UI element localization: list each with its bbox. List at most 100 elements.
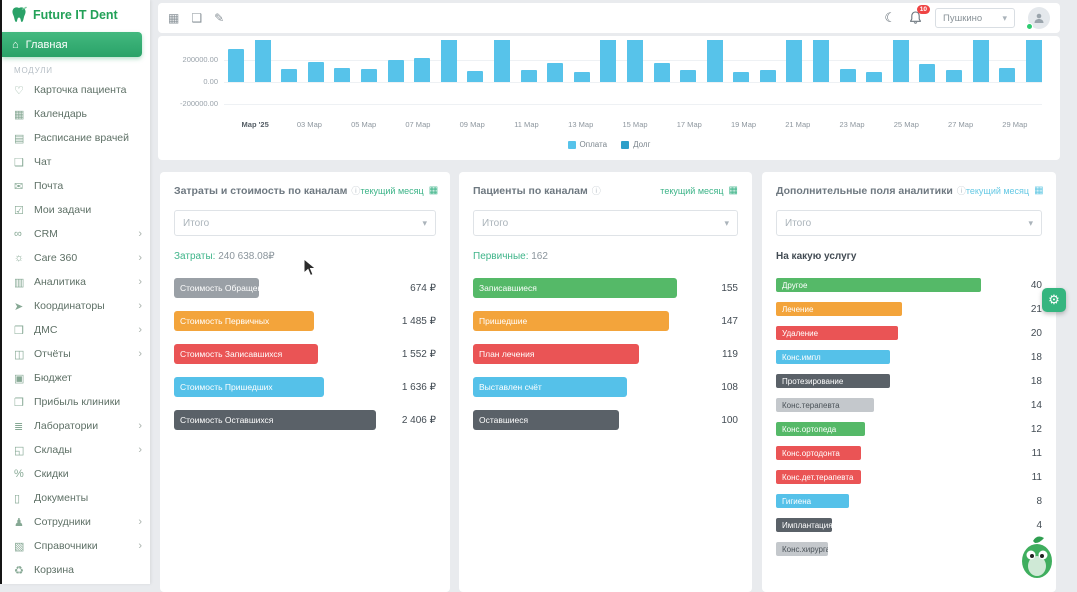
sidebar-item-17[interactable]: ▯ Документы [2, 486, 150, 510]
info-icon[interactable]: ⓘ [351, 186, 361, 196]
x-tick-label: Мар '25 [241, 120, 269, 129]
bars-list: Стоимость Обращений 674 ₽ Стоимость Первич… [174, 278, 436, 430]
bars-list: Другое 40 Лечение 21 Удаление 20 Конс.импл 18 Пр… [776, 278, 1042, 556]
payments-bar-chart-panel: 200000.00 0.00 -200000.00 Мар '25 03 Мар 0… [158, 36, 1060, 160]
chart-bar [520, 69, 537, 82]
sidebar-item-1[interactable]: ▦ Календарь [2, 102, 150, 126]
hbar-2: Стоимость Записавшихся [174, 344, 319, 364]
budget-icon: ▣ [14, 372, 25, 385]
settings-gear-button[interactable]: ⚙ [1042, 288, 1066, 312]
bar-value: 11 [1031, 447, 1042, 459]
totals-select[interactable]: Итого ▾ [776, 210, 1042, 236]
period-selector[interactable]: текущий месяц ▦ [660, 185, 738, 196]
dark-mode-icon[interactable]: ☾ [884, 10, 896, 25]
sidebar-item-9[interactable]: ➤ Координаторы › [2, 294, 150, 318]
branch-select[interactable]: Пушкино ▾ [935, 8, 1015, 28]
sidebar-item-14[interactable]: ≣ Лаборатории › [2, 414, 150, 438]
summary-value: 162 [531, 251, 548, 262]
info-icon[interactable]: ⓘ [591, 186, 601, 196]
sidebar-item-16[interactable]: % Скидки [2, 462, 150, 486]
sidebar-item-12[interactable]: ▣ Бюджет [2, 366, 150, 390]
sidebar-item-label: CRM [34, 228, 58, 240]
sidebar-item-label: Аналитика [34, 276, 86, 288]
totals-select[interactable]: Итого ▾ [473, 210, 738, 236]
sidebar-item-5[interactable]: ☑ Мои задачи [2, 198, 150, 222]
bar-value: 20 [1030, 327, 1042, 339]
panel-title: Дополнительные поля аналитики ⓘ [776, 184, 966, 197]
chart-bar [467, 71, 484, 82]
sidebar-item-20[interactable]: ♻ Корзина [2, 558, 150, 582]
sidebar-item-8[interactable]: ▥ Аналитика › [2, 270, 150, 294]
chart-bar [786, 40, 803, 82]
sidebar-item-11[interactable]: ◫ Отчёты › [2, 342, 150, 366]
hbar-2: План лечения [473, 344, 639, 364]
x-tick-label: 19 Мар [730, 120, 757, 129]
sidebar-item-2[interactable]: ▤ Расписание врачей [2, 126, 150, 150]
sidebar-item-15[interactable]: ◱ Склады › [2, 438, 150, 462]
assistant-mascot[interactable] [1017, 534, 1057, 580]
chart-legend: Оплата Долг [158, 140, 1060, 149]
summary-value: 240 638.08₽ [218, 251, 275, 262]
sidebar-item-10[interactable]: ❒ ДМС › [2, 318, 150, 342]
sidebar-item-home[interactable]: ⌂ Главная [2, 32, 142, 57]
calendar-icon: ▦ [14, 108, 25, 121]
chart-bar [999, 67, 1016, 82]
channel-bar-row: Записавшиеся 155 [473, 278, 738, 298]
bar-value: 119 [722, 348, 738, 360]
period-selector[interactable]: текущий месяц ▦ [965, 185, 1044, 196]
sidebar-item-4[interactable]: ✉ Почта [2, 174, 150, 198]
sidebar-item-label: Отчёты [34, 348, 71, 360]
panel-summary: Первичные: 162 [473, 251, 738, 262]
user-avatar[interactable] [1026, 7, 1050, 30]
bar-value: 21 [1030, 303, 1042, 315]
send-icon: ➤ [14, 300, 24, 313]
period-selector[interactable]: текущий месяц ▦ [360, 185, 439, 196]
calendar-icon[interactable]: ▦ [168, 11, 180, 25]
sidebar-item-label: ДМС [34, 324, 58, 336]
home-icon: ⌂ [12, 38, 19, 51]
chart-bar [307, 62, 324, 82]
sidebar-item-label: Документы [34, 492, 89, 504]
tooth-logo-icon [12, 6, 27, 22]
bar-value: 11 [1031, 471, 1042, 483]
compose-icon[interactable]: ✎ [214, 11, 225, 25]
legend-swatch [621, 140, 630, 149]
sidebar-item-label: Карточка пациента [34, 84, 127, 96]
crm-icon: ∞ [14, 228, 22, 240]
sidebar-item-3[interactable]: ❑ Чат [2, 150, 150, 174]
bar-value: 8 [1036, 495, 1042, 507]
sidebar-item-0[interactable]: ♡ Карточка пациента [2, 78, 150, 102]
notifications-button[interactable]: 10 [909, 5, 930, 25]
chevron-right-icon: › [138, 323, 142, 336]
bar-value: 18 [1030, 351, 1042, 363]
totals-select[interactable]: Итого ▾ [174, 210, 436, 236]
summary-label: Первичные: [473, 251, 529, 262]
chart-bar [360, 68, 377, 82]
sidebar-item-label: Почта [34, 180, 64, 192]
hbar-4: Протезирование [776, 374, 891, 388]
chart-bar [972, 40, 989, 82]
chart-bar [626, 40, 643, 82]
x-tick-label: 25 Мар [893, 120, 919, 129]
channel-bar-row: Конс.дет.терапевта 11 [776, 470, 1042, 484]
brand-logo-row[interactable]: Future IT Dent [2, 0, 150, 30]
dms-icon: ❒ [14, 324, 24, 337]
sidebar-item-13[interactable]: ❐ Прибыль клиники [2, 390, 150, 414]
chat-icon[interactable]: ❑ [191, 11, 203, 25]
sidebar-item-19[interactable]: ▧ Справочники › [2, 534, 150, 558]
sidebar-item-7[interactable]: ☼ Care 360 › [2, 246, 150, 270]
sidebar-item-label: Сотрудники [34, 516, 91, 528]
sidebar: Future IT Dent ⌂ Главная МОДУЛИ ♡ Карточк… [2, 0, 150, 584]
calendar-icon: ▦ [728, 185, 738, 196]
chat-icon: ❑ [14, 156, 24, 169]
chart-bar [414, 57, 431, 82]
gridline [224, 82, 1042, 83]
person-icon [1034, 13, 1044, 23]
screen-edge [0, 0, 2, 584]
info-icon[interactable]: ⓘ [956, 186, 966, 196]
bar-value: 14 [1030, 399, 1042, 411]
legend-item: Оплата [567, 140, 607, 149]
channel-bar-row: Лечение 21 [776, 302, 1042, 316]
sidebar-item-6[interactable]: ∞ CRM › [2, 222, 150, 246]
sidebar-item-18[interactable]: ♟ Сотрудники › [2, 510, 150, 534]
